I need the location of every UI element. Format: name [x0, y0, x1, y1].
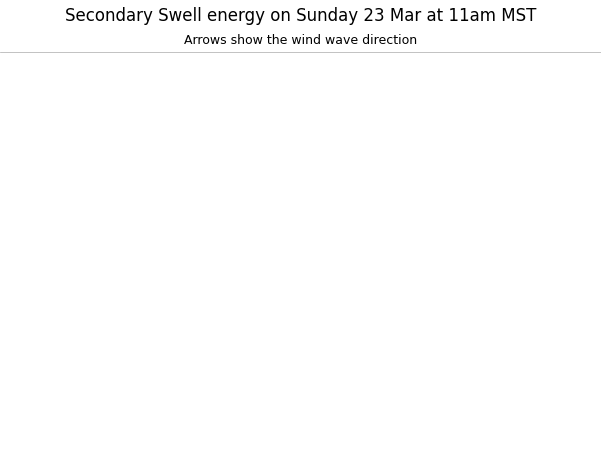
Text: Arrows show the wind wave direction: Arrows show the wind wave direction [184, 33, 417, 46]
Text: cartopy required: cartopy required [243, 251, 358, 265]
Text: Secondary Swell energy on Sunday 23 Mar at 11am MST: Secondary Swell energy on Sunday 23 Mar … [65, 7, 536, 25]
